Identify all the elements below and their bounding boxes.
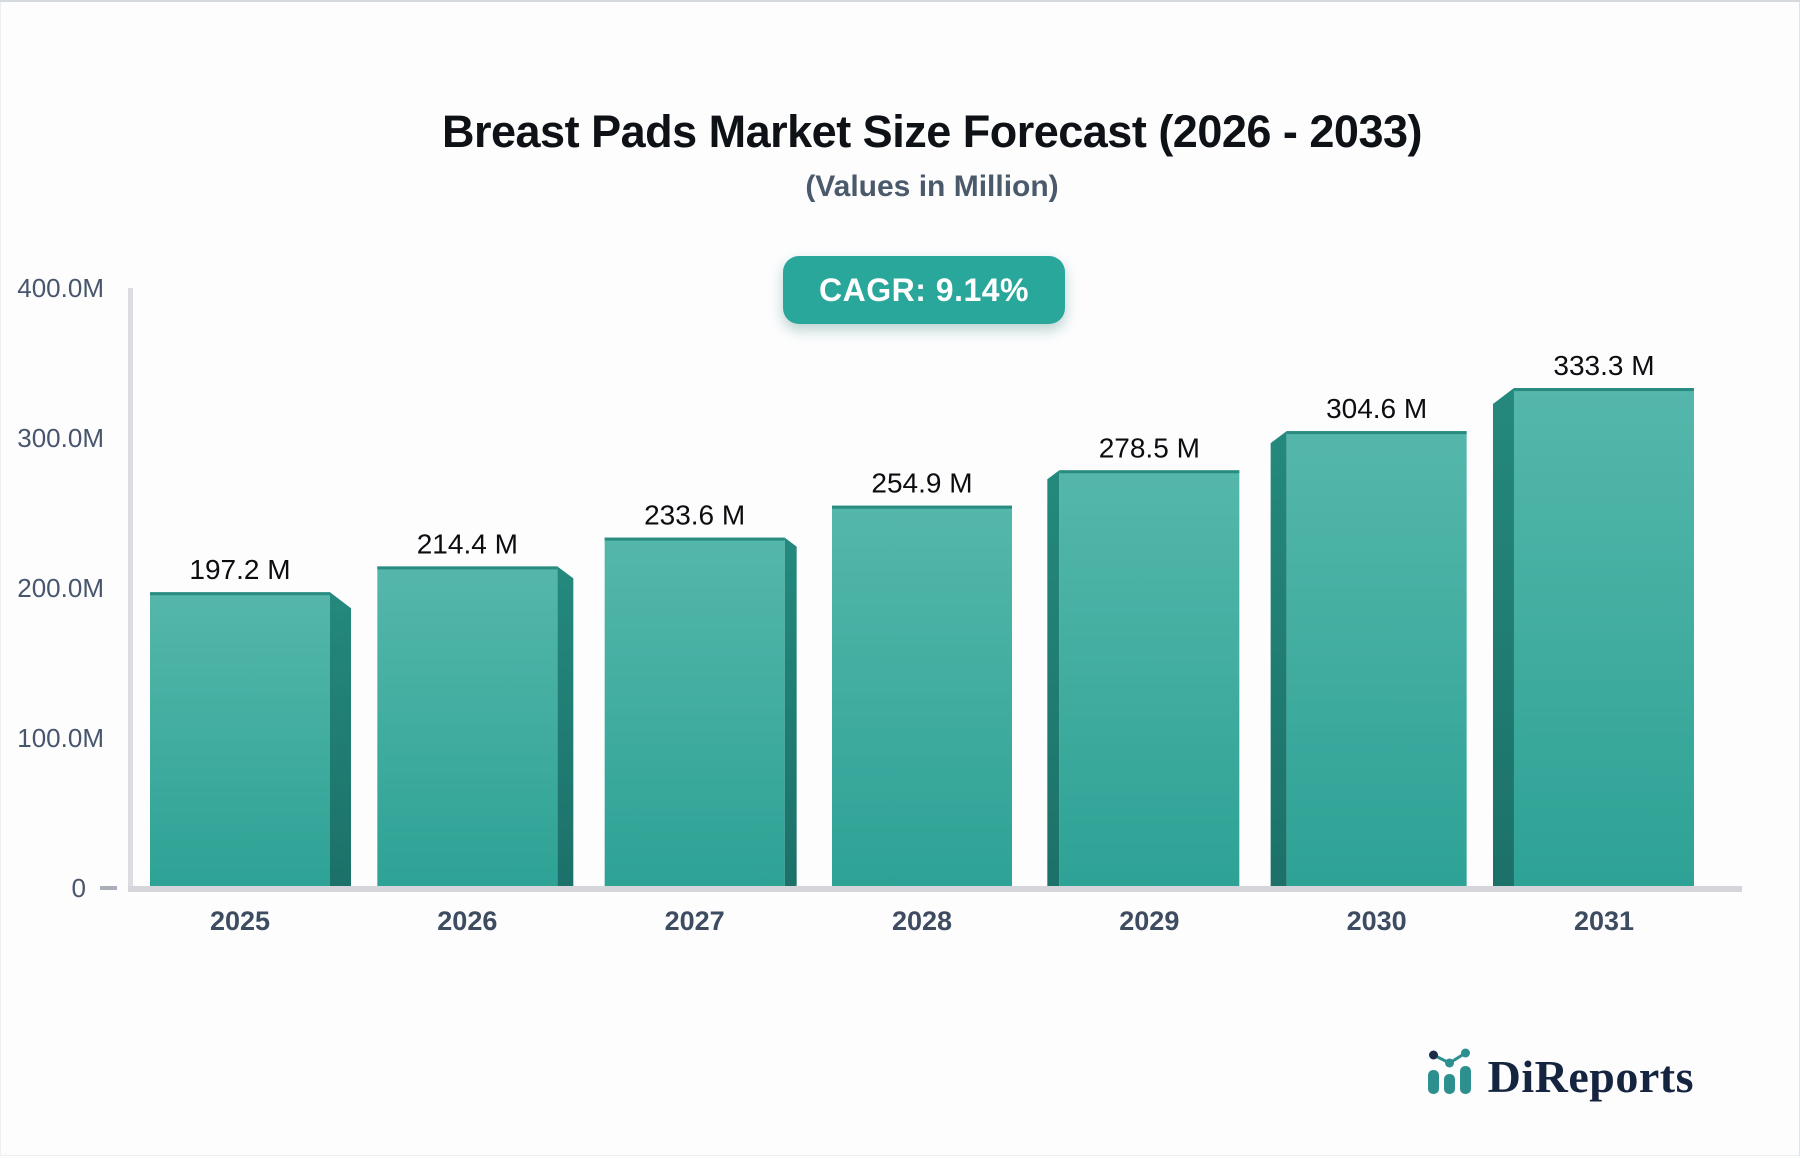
bar-group-2028: 254.9 M 2028 bbox=[831, 468, 1012, 936]
chart-header: Breast Pads Market Size Forecast (2026 -… bbox=[0, 2, 1800, 205]
bar-value-label: 304.6 M bbox=[1326, 393, 1427, 424]
bar-group-2030: 304.6 M 2030 bbox=[1270, 393, 1467, 936]
bar-face bbox=[604, 537, 785, 888]
x-category-label: 2027 bbox=[665, 906, 725, 936]
bar-group-2027: 233.6 M 2027 bbox=[604, 500, 797, 936]
chart-title: Breast Pads Market Size Forecast (2026 -… bbox=[441, 106, 1423, 157]
bar-value-label: 233.6 M bbox=[644, 500, 745, 531]
bar-top-edge bbox=[831, 505, 1012, 509]
bar-top-edge bbox=[150, 592, 330, 596]
bar-3d-side bbox=[557, 566, 574, 888]
direports-logo-icon bbox=[1427, 1048, 1471, 1094]
bar-group-2029: 278.5 M 2029 bbox=[1047, 432, 1240, 936]
bar-group-2026: 214.4 M 2026 bbox=[377, 528, 574, 936]
bar-3d-side bbox=[1047, 470, 1060, 888]
bar-face bbox=[1513, 388, 1694, 888]
bar-top-edge bbox=[1286, 431, 1467, 435]
bar-top-edge bbox=[604, 537, 785, 541]
bar-value-label: 254.9 M bbox=[871, 468, 972, 499]
cagr-badge: CAGR: 9.14% bbox=[783, 256, 1065, 324]
y-tick-label: 0 bbox=[72, 873, 86, 903]
x-category-label: 2031 bbox=[1574, 906, 1634, 936]
bar-group-2025: 197.2 M 2025 bbox=[150, 554, 351, 936]
bar-3d-side bbox=[330, 592, 351, 888]
x-category-label: 2026 bbox=[437, 906, 497, 936]
x-axis-baseline bbox=[128, 886, 1742, 892]
x-category-label: 2025 bbox=[210, 906, 270, 936]
bar-group-2031: 333.3 M 2031 bbox=[1492, 350, 1694, 936]
y-tick-label: 400.0M bbox=[17, 273, 104, 303]
bar-top-edge bbox=[1513, 388, 1694, 392]
bar-face bbox=[831, 505, 1012, 888]
bar-face bbox=[150, 592, 330, 888]
bar-value-label: 197.2 M bbox=[189, 554, 290, 585]
bar-face bbox=[1286, 431, 1467, 888]
bar-top-edge bbox=[1059, 470, 1240, 474]
bar-3d-side bbox=[784, 537, 797, 888]
y-tick-label: 200.0M bbox=[17, 573, 104, 603]
bar-3d-side bbox=[1492, 388, 1514, 888]
bar-top-edge bbox=[377, 566, 558, 570]
bar-value-label: 214.4 M bbox=[417, 528, 518, 559]
bar-3d-side bbox=[1270, 431, 1287, 888]
y-tick-label: 100.0M bbox=[17, 723, 104, 753]
zero-tick-dash bbox=[100, 886, 117, 890]
y-axis-line bbox=[128, 288, 133, 888]
bar-value-label: 278.5 M bbox=[1099, 432, 1200, 463]
x-category-label: 2029 bbox=[1119, 906, 1179, 936]
chart-subtitle: (Values in Million) bbox=[805, 170, 1059, 203]
direports-logo: DiReports bbox=[1426, 1046, 1694, 1100]
direports-logo-text: DiReports bbox=[1487, 1051, 1694, 1102]
bar-value-label: 333.3 M bbox=[1553, 350, 1654, 381]
bar-face bbox=[1059, 470, 1240, 888]
bar-face bbox=[377, 566, 558, 888]
x-category-label: 2030 bbox=[1347, 906, 1407, 936]
x-category-label: 2028 bbox=[892, 906, 952, 936]
y-tick-label: 300.0M bbox=[17, 423, 104, 453]
